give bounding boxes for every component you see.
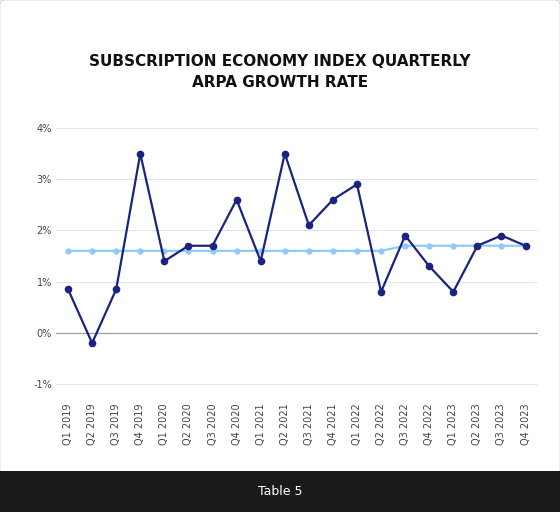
Text: SUBSCRIPTION ECONOMY INDEX QUARTERLY
ARPA GROWTH RATE: SUBSCRIPTION ECONOMY INDEX QUARTERLY ARP… [89,54,471,90]
Text: Table 5: Table 5 [258,485,302,498]
